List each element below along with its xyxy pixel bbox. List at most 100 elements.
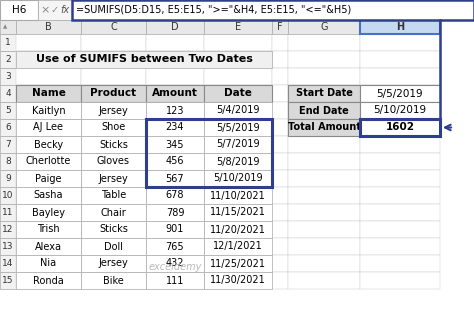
- Bar: [288, 51, 360, 68]
- Bar: [16, 102, 81, 119]
- Bar: [204, 238, 272, 255]
- Bar: [146, 136, 204, 153]
- Bar: [204, 119, 272, 136]
- Bar: [16, 272, 81, 289]
- Bar: [204, 136, 272, 153]
- Bar: [146, 204, 204, 221]
- Bar: [272, 255, 288, 272]
- Bar: [272, 20, 288, 34]
- Bar: [81, 34, 146, 51]
- Bar: [288, 34, 360, 51]
- Bar: [288, 85, 360, 102]
- Bar: [0, 68, 16, 85]
- Bar: [16, 187, 81, 204]
- Bar: [288, 238, 360, 255]
- Bar: [288, 221, 360, 238]
- Text: Sasha: Sasha: [34, 190, 63, 201]
- Bar: [204, 255, 272, 272]
- Bar: [360, 34, 440, 51]
- Bar: [146, 102, 204, 119]
- Bar: [204, 85, 272, 102]
- Text: 6: 6: [5, 123, 11, 132]
- Text: 11: 11: [2, 208, 14, 217]
- Text: Product: Product: [91, 88, 137, 99]
- Text: Jersey: Jersey: [99, 106, 128, 115]
- Bar: [288, 153, 360, 170]
- Bar: [360, 238, 440, 255]
- Bar: [0, 221, 16, 238]
- Text: Sticks: Sticks: [99, 225, 128, 234]
- Bar: [81, 221, 146, 238]
- Text: 11/20/2021: 11/20/2021: [210, 225, 266, 234]
- Bar: [360, 170, 440, 187]
- Bar: [146, 272, 204, 289]
- Bar: [81, 272, 146, 289]
- Text: C: C: [110, 22, 117, 32]
- Bar: [81, 51, 146, 68]
- Bar: [16, 20, 81, 34]
- Text: 5/10/2019: 5/10/2019: [374, 106, 427, 115]
- Text: 12: 12: [2, 225, 14, 234]
- Text: 9: 9: [5, 174, 11, 183]
- Bar: [81, 102, 146, 119]
- Text: 765: 765: [166, 241, 184, 252]
- Text: Sticks: Sticks: [99, 140, 128, 149]
- Text: Shoe: Shoe: [101, 122, 126, 133]
- Bar: [146, 68, 204, 85]
- Bar: [272, 272, 288, 289]
- Bar: [288, 20, 360, 34]
- Text: H: H: [396, 22, 404, 32]
- Text: 5/10/2019: 5/10/2019: [213, 174, 263, 183]
- Bar: [204, 187, 272, 204]
- Bar: [288, 272, 360, 289]
- Bar: [204, 272, 272, 289]
- Bar: [16, 170, 81, 187]
- Bar: [288, 102, 360, 119]
- Bar: [81, 221, 146, 238]
- Bar: [0, 272, 16, 289]
- Bar: [38, 0, 72, 20]
- Bar: [146, 221, 204, 238]
- Text: 11/15/2021: 11/15/2021: [210, 208, 266, 218]
- Bar: [204, 272, 272, 289]
- Bar: [0, 153, 16, 170]
- Bar: [16, 221, 81, 238]
- Bar: [288, 187, 360, 204]
- Text: Alexa: Alexa: [35, 241, 62, 252]
- Bar: [81, 85, 146, 102]
- Text: ×: ×: [40, 5, 50, 15]
- Bar: [81, 204, 146, 221]
- Bar: [360, 153, 440, 170]
- Text: Paige: Paige: [35, 174, 62, 183]
- Text: 13: 13: [2, 242, 14, 251]
- Text: Jersey: Jersey: [99, 174, 128, 183]
- Text: Use of SUMIFS between Two Dates: Use of SUMIFS between Two Dates: [36, 54, 253, 65]
- Bar: [146, 238, 204, 255]
- Text: Jersey: Jersey: [99, 259, 128, 268]
- Bar: [16, 136, 81, 153]
- Bar: [81, 255, 146, 272]
- Bar: [204, 238, 272, 255]
- Text: Bayley: Bayley: [32, 208, 65, 218]
- Text: 234: 234: [166, 122, 184, 133]
- Bar: [204, 136, 272, 153]
- Bar: [146, 119, 204, 136]
- Bar: [204, 221, 272, 238]
- Bar: [204, 204, 272, 221]
- Bar: [146, 204, 204, 221]
- Text: 567: 567: [166, 174, 184, 183]
- Bar: [272, 102, 288, 119]
- Bar: [204, 255, 272, 272]
- Text: 123: 123: [166, 106, 184, 115]
- Text: Table: Table: [101, 190, 126, 201]
- Bar: [81, 204, 146, 221]
- Text: Trish: Trish: [37, 225, 60, 234]
- Bar: [16, 34, 81, 51]
- Bar: [204, 20, 272, 34]
- Text: 15: 15: [2, 276, 14, 285]
- Bar: [146, 119, 204, 136]
- Bar: [16, 170, 81, 187]
- Text: 432: 432: [166, 259, 184, 268]
- Bar: [81, 187, 146, 204]
- Bar: [81, 170, 146, 187]
